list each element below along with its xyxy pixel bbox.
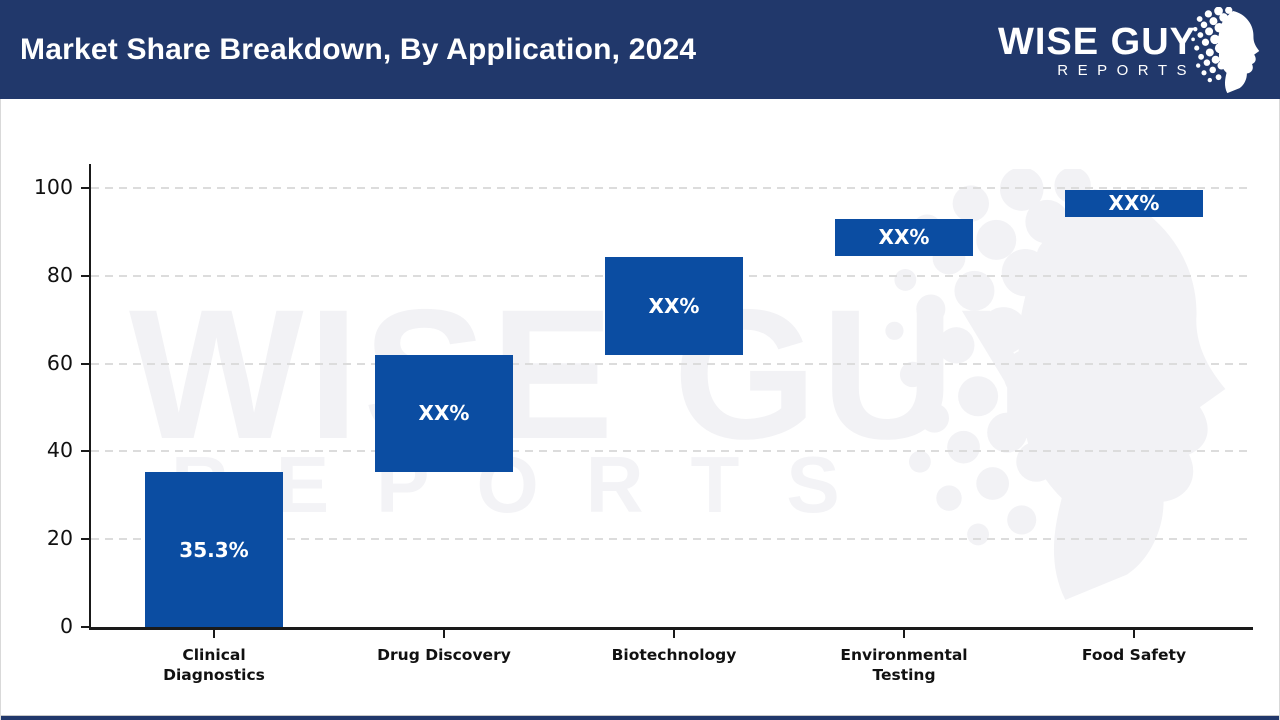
gridline-40 bbox=[91, 450, 1253, 453]
y-axis-tick-label: 20 bbox=[46, 526, 73, 551]
logo-wordmark-line1: WISE GUY bbox=[997, 20, 1196, 63]
x-axis-label-environmental-testing: Environmental Testing bbox=[809, 645, 999, 686]
bar-value-label: XX% bbox=[1108, 191, 1160, 216]
x-axis-label-line: Diagnostics bbox=[163, 666, 265, 685]
x-axis-tick bbox=[443, 630, 445, 638]
footer-strip bbox=[1, 715, 1279, 720]
bar-value-label: XX% bbox=[878, 225, 930, 250]
x-axis-label-line: Food Safety bbox=[1081, 646, 1187, 664]
gridline-20 bbox=[91, 538, 1253, 541]
bar-biotechnology: XX% bbox=[605, 257, 743, 355]
y-axis-tick-label: 80 bbox=[46, 262, 73, 287]
logo-wordmark: WISE GUY REPORTS bbox=[997, 20, 1196, 80]
x-axis-tick bbox=[673, 630, 675, 638]
x-axis-label-food-safety: Food Safety bbox=[1039, 645, 1229, 665]
gridline-60 bbox=[91, 362, 1253, 365]
plot-area: 0 20 40 60 80 100 35.3% Clinical Diagnostics XX% D… bbox=[34, 164, 1253, 684]
x-axis-tick bbox=[1133, 630, 1135, 638]
wise-guy-logo: WISE GUY REPORTS bbox=[998, 6, 1268, 96]
y-axis-tick-label: 0 bbox=[59, 614, 73, 638]
y-axis-tick-label: 40 bbox=[46, 438, 73, 463]
x-axis-label-biotechnology: Biotechnology bbox=[579, 645, 769, 665]
bar-drug-discovery: XX% bbox=[375, 354, 513, 473]
chart-canvas: WISE GUY REPORTS 0 20 40 60 80 100 35.3% Clinic… bbox=[0, 99, 1280, 720]
x-axis-label-line: Drug Discovery bbox=[377, 646, 511, 664]
x-axis-label-line: Environmental bbox=[840, 646, 968, 664]
x-axis-label-clinical-diagnostics: Clinical Diagnostics bbox=[119, 645, 309, 686]
x-axis-label-line: Clinical bbox=[182, 646, 246, 664]
bar-value-label: XX% bbox=[648, 293, 700, 318]
x-axis-label-drug-discovery: Drug Discovery bbox=[349, 645, 539, 665]
y-axis-tick bbox=[81, 187, 89, 190]
logo-head-icon bbox=[1188, 7, 1268, 95]
y-axis-tick bbox=[81, 362, 89, 365]
y-axis-tick-label: 60 bbox=[46, 350, 73, 375]
header-bar: Market Share Breakdown, By Application, … bbox=[0, 0, 1280, 99]
y-axis-tick bbox=[81, 274, 89, 277]
y-axis-tick bbox=[81, 538, 89, 541]
y-axis-tick-label: 100 bbox=[33, 175, 73, 200]
bar-environmental-testing: XX% bbox=[835, 219, 973, 256]
x-axis-tick bbox=[213, 630, 215, 638]
y-axis-tick bbox=[81, 450, 89, 453]
bar-clinical-diagnostics: 35.3% bbox=[145, 472, 283, 627]
bar-value-label: 35.3% bbox=[179, 537, 249, 562]
x-axis-label-line: Biotechnology bbox=[611, 646, 737, 664]
chart-title: Market Share Breakdown, By Application, … bbox=[20, 32, 697, 66]
gridline-100 bbox=[91, 187, 1253, 190]
x-axis-label-line: Testing bbox=[872, 666, 936, 685]
logo-wordmark-line2: REPORTS bbox=[1057, 62, 1196, 80]
y-axis-tick bbox=[81, 626, 89, 628]
bar-food-safety: XX% bbox=[1065, 189, 1203, 218]
bar-value-label: XX% bbox=[418, 401, 470, 426]
x-axis-tick bbox=[903, 630, 905, 638]
